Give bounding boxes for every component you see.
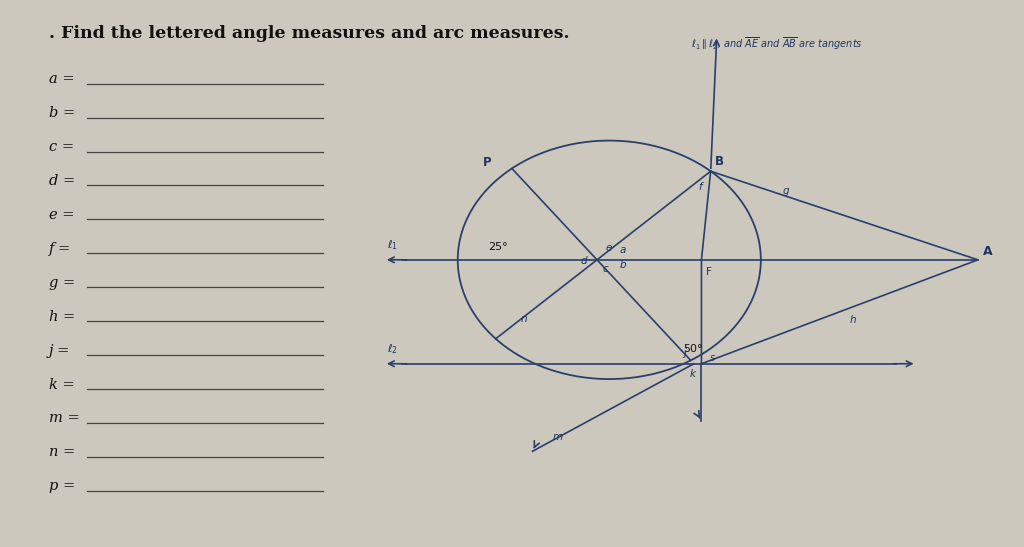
Text: s: s [710, 353, 715, 363]
Text: j =: j = [49, 344, 71, 358]
Text: g =: g = [49, 276, 76, 290]
Text: m: m [553, 432, 563, 443]
Text: m =: m = [49, 411, 80, 426]
Text: h =: h = [49, 310, 76, 324]
Text: d =: d = [49, 174, 76, 188]
Text: e =: e = [49, 208, 75, 222]
Text: c =: c = [49, 140, 75, 154]
Text: f: f [698, 182, 702, 193]
Text: e: e [605, 243, 611, 253]
Text: P: P [483, 156, 492, 168]
Text: g: g [783, 185, 790, 196]
Text: b: b [620, 260, 626, 270]
Text: n: n [520, 313, 526, 324]
Text: B: B [715, 155, 724, 167]
Text: $\ell_2$: $\ell_2$ [387, 342, 398, 356]
Text: $\ell_1 \parallel \ell_2$, and $\overline{AE}$ and $\overline{AB}$ are tangents: $\ell_1 \parallel \ell_2$, and $\overlin… [691, 36, 863, 52]
Text: A: A [983, 246, 992, 258]
Text: j: j [683, 347, 686, 358]
Text: p =: p = [49, 479, 76, 493]
Text: . Find the lettered angle measures and arc measures.: . Find the lettered angle measures and a… [49, 25, 569, 42]
Text: F: F [706, 267, 712, 277]
Text: f =: f = [49, 242, 72, 256]
Text: $\ell_1$: $\ell_1$ [387, 238, 398, 252]
Text: k: k [689, 369, 695, 380]
Text: 50°: 50° [684, 344, 703, 354]
Text: 25°: 25° [488, 242, 508, 252]
Text: c: c [602, 264, 608, 274]
Text: a =: a = [49, 72, 75, 86]
Text: k =: k = [49, 377, 75, 392]
Text: b =: b = [49, 106, 76, 120]
Text: a: a [620, 245, 626, 255]
Text: d: d [581, 256, 587, 266]
Text: n =: n = [49, 445, 76, 459]
Text: h: h [850, 315, 856, 325]
